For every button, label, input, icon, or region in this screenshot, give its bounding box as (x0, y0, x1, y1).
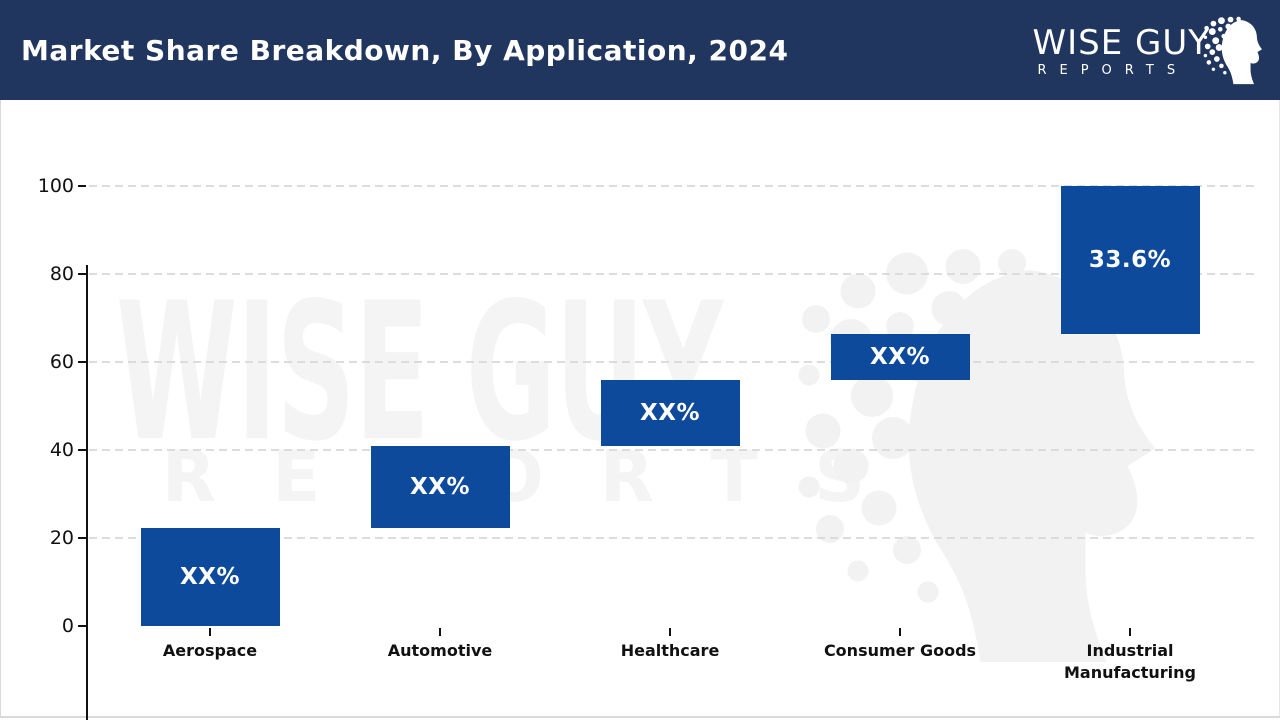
bar-value-label: XX% (409, 473, 470, 500)
bar-industrial-manufacturing: 33.6% (1060, 186, 1200, 334)
gridline-y-20 (89, 537, 1258, 539)
y-axis-tick-0 (78, 625, 86, 627)
x-axis-tick-1 (439, 628, 441, 636)
bar-value-label: 33.6% (1088, 246, 1172, 273)
chart-plot-area: 0 20 40 60 80 100 XX% Aerospace XX% Automotive XX%… (0, 100, 1280, 720)
brand-wordmark: WISE GUY (1032, 23, 1210, 63)
gridline-y-80 (89, 273, 1258, 275)
bar-aerospace: XX% (140, 528, 280, 626)
x-axis-category-label: Healthcare (620, 641, 720, 660)
bar-automotive: XX% (370, 445, 510, 529)
bar-healthcare: XX% (600, 379, 740, 446)
bar-value-label: XX% (179, 564, 240, 591)
x-axis-tick-2 (669, 628, 671, 636)
brand-logo: WISE GUY REPORTS (1032, 10, 1266, 94)
gridline-y-100 (89, 185, 1258, 187)
head-dots-logo-icon (1203, 16, 1262, 85)
x-axis-category-label: Automotive (387, 641, 493, 660)
header-bar: Market Share Breakdown, By Application, … (0, 0, 1280, 100)
bar-value-label: XX% (639, 399, 700, 426)
bar-value-label: XX% (869, 343, 930, 370)
y-axis-tick-100 (78, 185, 86, 187)
y-axis-tick-40 (78, 449, 86, 451)
y-axis-tick-80 (78, 273, 86, 275)
y-axis-tick-label-80: 80 (49, 263, 74, 285)
bar-consumer-goods: XX% (830, 333, 970, 380)
chart-title: Market Share Breakdown, By Application, … (21, 33, 789, 67)
gridline-y-40 (89, 449, 1258, 451)
x-axis-category-label: Industrial Manufacturing (1064, 641, 1196, 682)
y-axis-tick-label-40: 40 (49, 439, 74, 461)
gridline-y-60 (89, 361, 1258, 363)
y-axis-tick-label-60: 60 (49, 351, 74, 373)
bottom-border-rule (0, 716, 1280, 718)
brand-logo-text: WISE GUY REPORTS (1032, 26, 1210, 78)
x-axis-category-label: Aerospace (162, 641, 258, 660)
left-border-rule (0, 100, 1, 716)
x-axis-tick-0 (209, 628, 211, 636)
brand-subtext: REPORTS (1037, 63, 1189, 78)
y-axis-line (86, 265, 88, 720)
y-axis-tick-60 (78, 361, 86, 363)
y-axis-tick-label-20: 20 (49, 527, 74, 549)
x-axis-tick-4 (1129, 628, 1131, 636)
watermark-subtext: R E P O R T S (162, 436, 881, 518)
x-axis-category-label: Consumer Goods (823, 641, 977, 660)
y-axis-tick-label-0: 0 (61, 615, 74, 637)
y-axis-tick-20 (78, 537, 86, 539)
x-axis-tick-3 (899, 628, 901, 636)
y-axis-tick-label-100: 100 (37, 175, 74, 197)
